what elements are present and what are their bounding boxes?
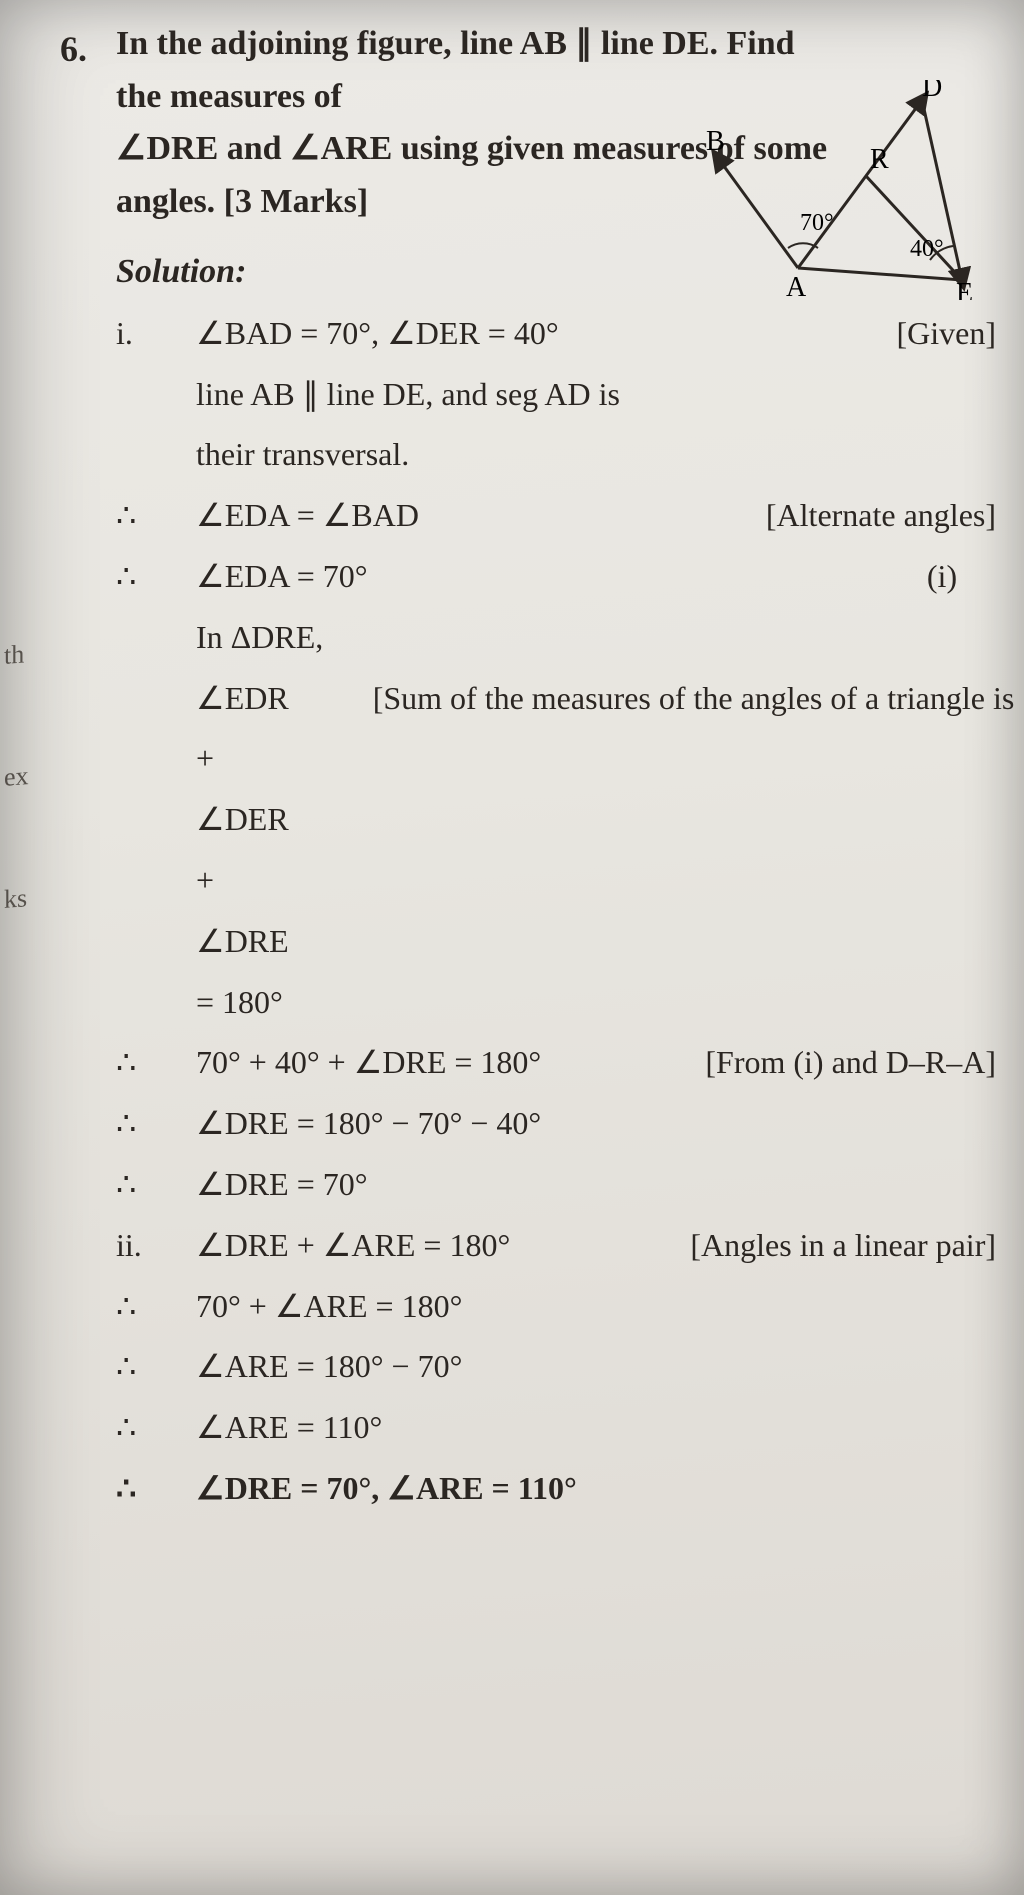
step: ∴70° + 40° + ∠DRE = 180° [From (i) and D–… xyxy=(116,1032,996,1093)
answer-bullet: ∴ xyxy=(116,1458,196,1519)
geometry-figure: B A R D E 70° 40° xyxy=(700,80,980,300)
step-math: ∠ARE = 180° − 70° xyxy=(196,1336,912,1397)
edge-fragment: ex xyxy=(4,761,29,793)
figure-label-b: B xyxy=(706,126,725,157)
step-math: ∠DRE = 180° − 70° − 40° xyxy=(196,1093,912,1154)
step-math: ∠EDA = ∠BAD xyxy=(196,485,682,546)
question-number: 6. xyxy=(60,18,116,70)
segment-are xyxy=(798,268,962,280)
step-math: 70° + 40° + ∠DRE = 180° xyxy=(196,1032,621,1093)
step: line AB ∥ line DE, and seg AD is xyxy=(116,364,996,425)
step-math: line AB ∥ line DE, and seg AD is xyxy=(196,364,912,425)
step-reason: [Angles in a linear pair] xyxy=(666,1215,996,1276)
worked-solution: i.∠BAD = 70°, ∠DER = 40° [Given] line AB … xyxy=(60,303,996,1519)
answer-math: ∠DRE = 70°, ∠ARE = 110° xyxy=(196,1458,996,1519)
figure-label-a: A xyxy=(786,272,807,300)
step-bullet: ∴ xyxy=(116,1276,196,1337)
figure-angle-40: 40° xyxy=(910,236,944,262)
segment-ad xyxy=(798,100,922,268)
step-math: 70° + ∠ARE = 180° xyxy=(196,1276,912,1337)
step-bullet: ∴ xyxy=(116,546,196,607)
step-math: ∠BAD = 70°, ∠DER = 40° xyxy=(196,303,812,364)
step-reason: [Sum of the measures of the angles of a … xyxy=(349,668,1024,729)
step-bullet: ∴ xyxy=(116,1336,196,1397)
page: th ex ks 6. In the adjoining figure, lin… xyxy=(0,0,1024,1895)
step-math: ∠EDA = 70° xyxy=(196,546,912,607)
step-math: ∠EDR + ∠DER + ∠DRE = 180° xyxy=(196,668,289,1033)
step: ∠EDR + ∠DER + ∠DRE = 180°[Sum of the mea… xyxy=(116,668,996,1033)
step: ∴∠DRE = 70° xyxy=(116,1154,996,1215)
step: their transversal. xyxy=(116,424,996,485)
step: ∴∠DRE = 180° − 70° − 40° xyxy=(116,1093,996,1154)
edge-fragment: ks xyxy=(4,883,29,915)
step-bullet: ∴ xyxy=(116,1397,196,1458)
step: ∴∠ARE = 180° − 70° xyxy=(116,1336,996,1397)
step-math: ∠DRE + ∠ARE = 180° xyxy=(196,1215,606,1276)
figure-label-e: E xyxy=(956,278,973,300)
segment-ab xyxy=(718,158,798,268)
step-bullet: ii. xyxy=(116,1215,196,1276)
figure-label-d: D xyxy=(922,80,942,103)
step-math: In ΔDRE, xyxy=(196,607,912,668)
figure-angle-70: 70° xyxy=(800,210,834,236)
step-math: ∠ARE = 110° xyxy=(196,1397,912,1458)
figure-svg: B A R D E 70° 40° xyxy=(700,80,980,300)
step-bullet: ∴ xyxy=(116,1093,196,1154)
step: ∴70° + ∠ARE = 180° xyxy=(116,1276,996,1337)
figure-label-r: R xyxy=(870,144,889,175)
step-num: (i) xyxy=(912,546,972,607)
step-bullet: ∴ xyxy=(116,1154,196,1215)
step-math: ∠DRE = 70° xyxy=(196,1154,912,1215)
step: ii.∠DRE + ∠ARE = 180° [Angles in a linear… xyxy=(116,1215,996,1276)
step-bullet: i. xyxy=(116,303,196,364)
step-bullet: ∴ xyxy=(116,485,196,546)
segment-re xyxy=(866,176,962,280)
step: In ΔDRE, xyxy=(116,607,996,668)
step-reason: [Alternate angles] xyxy=(742,485,996,546)
step: i.∠BAD = 70°, ∠DER = 40° [Given] xyxy=(116,303,996,364)
step: ∴∠ARE = 110° xyxy=(116,1397,996,1458)
question-line-1: In the adjoining figure, line AB ∥ line … xyxy=(116,25,795,115)
step: ∴∠EDA = 70°(i) xyxy=(116,546,996,607)
step: ∴∠EDA = ∠BAD [Alternate angles] xyxy=(116,485,996,546)
final-answer: ∴∠DRE = 70°, ∠ARE = 110° xyxy=(116,1458,996,1519)
page-edge-text: th ex ks xyxy=(4,640,29,1006)
step-bullet: ∴ xyxy=(116,1032,196,1093)
step-reason: [Given] xyxy=(872,303,996,364)
edge-fragment: th xyxy=(4,639,29,671)
step-reason: [From (i) and D–R–A] xyxy=(681,1032,996,1093)
step-math: their transversal. xyxy=(196,424,912,485)
